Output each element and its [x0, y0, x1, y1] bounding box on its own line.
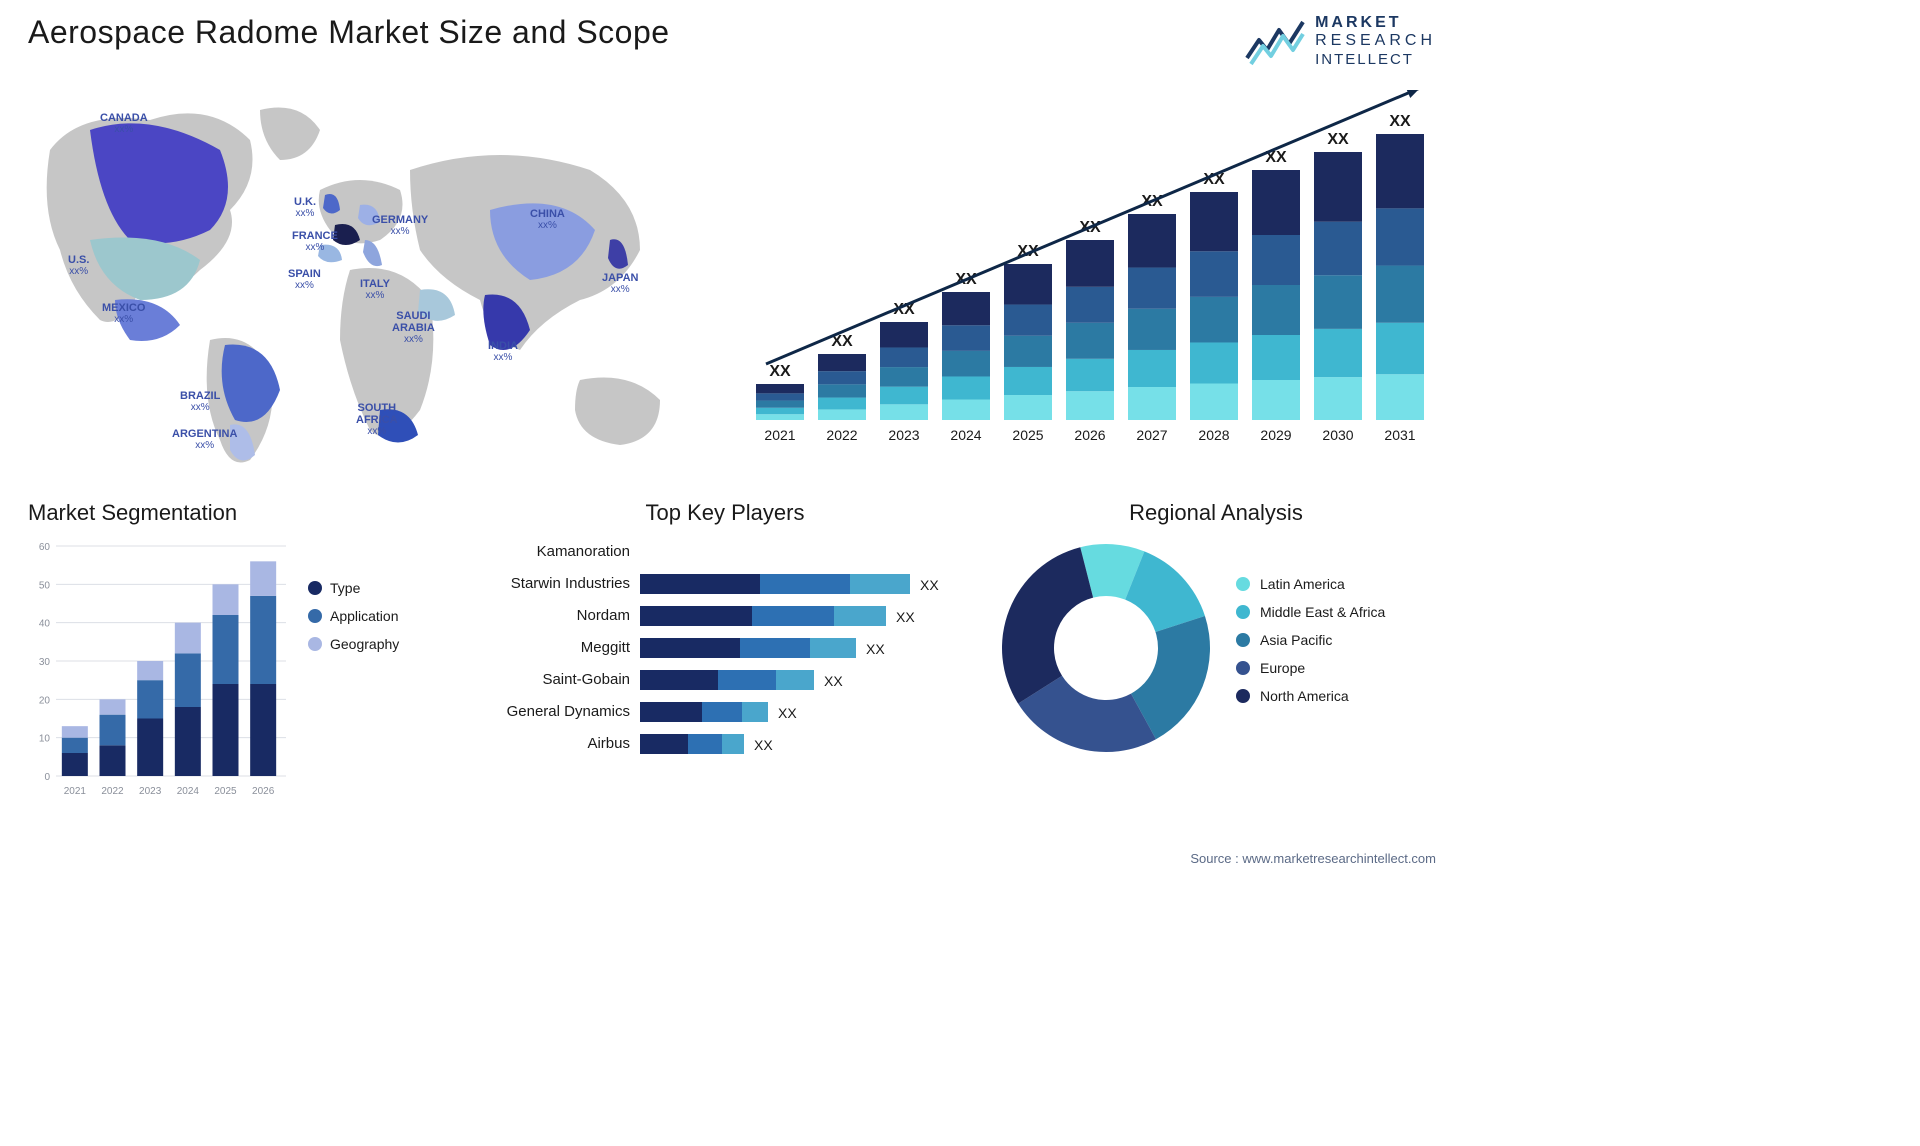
map-label-south-africa: SOUTHAFRICAxx%: [356, 402, 398, 437]
page-title: Aerospace Radome Market Size and Scope: [28, 14, 670, 51]
svg-text:2022: 2022: [826, 427, 857, 443]
map-label-u-k-: U.K.xx%: [294, 196, 316, 219]
regional-legend-item: Asia Pacific: [1236, 632, 1385, 648]
map-label-u-s-: U.S.xx%: [68, 254, 89, 277]
logo-line3: INTELLECT: [1315, 51, 1436, 68]
svg-text:XX: XX: [778, 705, 797, 721]
svg-text:2025: 2025: [1012, 427, 1043, 443]
players-panel: Top Key Players KamanorationStarwin Indu…: [470, 500, 980, 810]
player-name: Kamanoration: [470, 536, 630, 568]
svg-text:XX: XX: [920, 577, 939, 593]
svg-text:60: 60: [39, 542, 51, 553]
regional-legend-item: Middle East & Africa: [1236, 604, 1385, 620]
logo-line1: MARKET: [1315, 14, 1436, 32]
svg-text:XX: XX: [1389, 113, 1411, 130]
world-map: CANADAxx% U.S.xx% MEXICOxx% BRAZILxx% ARGENT…: [20, 90, 700, 470]
svg-text:2022: 2022: [101, 786, 124, 797]
regional-donut: [996, 536, 1216, 756]
map-label-italy: ITALYxx%: [360, 278, 390, 301]
player-name: Starwin Industries: [470, 568, 630, 600]
logo-line2: RESEARCH: [1315, 32, 1436, 50]
players-title: Top Key Players: [470, 500, 980, 526]
map-label-mexico: MEXICOxx%: [102, 302, 145, 325]
map-label-china: CHINAxx%: [530, 208, 565, 231]
source-text: Source : www.marketresearchintellect.com: [1190, 851, 1436, 866]
player-name: Meggitt: [470, 632, 630, 664]
regional-legend-item: Europe: [1236, 660, 1385, 676]
logo-icon: [1245, 16, 1305, 66]
svg-text:2024: 2024: [177, 786, 200, 797]
map-label-saudi-arabia: SAUDIARABIAxx%: [392, 310, 435, 345]
svg-text:XX: XX: [1327, 131, 1349, 148]
growth-chart-svg: XX2021XX2022XX2023XX2024XX2025XX2026XX20…: [736, 90, 1436, 470]
svg-text:0: 0: [44, 772, 50, 783]
map-label-brazil: BRAZILxx%: [180, 390, 220, 413]
segmentation-legend: Type Application Geography: [308, 580, 399, 664]
svg-text:2026: 2026: [1074, 427, 1105, 443]
seg-legend-item: Type: [308, 580, 399, 596]
svg-text:2025: 2025: [214, 786, 237, 797]
svg-text:2031: 2031: [1384, 427, 1415, 443]
players-chart: XX XX XX XX XX XX: [640, 536, 970, 766]
svg-text:30: 30: [39, 657, 51, 668]
map-label-argentina: ARGENTINAxx%: [172, 428, 237, 451]
svg-text:2029: 2029: [1260, 427, 1291, 443]
svg-text:2026: 2026: [252, 786, 275, 797]
segmentation-panel: Market Segmentation 0 10 20 30 40 50 60 2021 202…: [28, 500, 448, 810]
map-label-germany: GERMANYxx%: [372, 214, 428, 237]
seg-legend-item: Application: [308, 608, 399, 624]
map-label-india: INDIAxx%: [488, 340, 518, 363]
player-name: Nordam: [470, 600, 630, 632]
seg-legend-item: Geography: [308, 636, 399, 652]
svg-text:10: 10: [39, 734, 51, 745]
map-label-france: FRANCExx%: [292, 230, 338, 253]
player-name: General Dynamics: [470, 696, 630, 728]
svg-text:XX: XX: [866, 641, 885, 657]
svg-text:40: 40: [39, 619, 51, 630]
svg-text:2023: 2023: [139, 786, 162, 797]
players-labels: KamanorationStarwin IndustriesNordamMegg…: [470, 536, 640, 760]
svg-text:2021: 2021: [64, 786, 87, 797]
svg-text:50: 50: [39, 580, 51, 591]
growth-chart: XX2021XX2022XX2023XX2024XX2025XX2026XX20…: [736, 90, 1436, 470]
player-name: Airbus: [470, 728, 630, 760]
svg-text:2024: 2024: [950, 427, 981, 443]
svg-text:XX: XX: [896, 609, 915, 625]
segmentation-title: Market Segmentation: [28, 500, 448, 526]
regional-panel: Regional Analysis Latin America Middle Ea…: [996, 500, 1436, 810]
svg-text:XX: XX: [769, 363, 791, 380]
svg-text:2028: 2028: [1198, 427, 1229, 443]
regional-legend-item: North America: [1236, 688, 1385, 704]
svg-text:20: 20: [39, 695, 51, 706]
svg-text:2027: 2027: [1136, 427, 1167, 443]
regional-legend-item: Latin America: [1236, 576, 1385, 592]
brand-logo: MARKET RESEARCH INTELLECT: [1245, 14, 1436, 68]
segmentation-chart: 0 10 20 30 40 50 60 2021 2022 2023 2024 2025 2026: [28, 540, 288, 800]
svg-text:2023: 2023: [888, 427, 919, 443]
map-label-japan: JAPANxx%: [602, 272, 638, 295]
svg-text:2021: 2021: [764, 427, 795, 443]
map-label-canada: CANADAxx%: [100, 112, 148, 135]
map-label-spain: SPAINxx%: [288, 268, 321, 291]
svg-text:XX: XX: [754, 737, 773, 753]
svg-text:XX: XX: [824, 673, 843, 689]
player-name: Saint-Gobain: [470, 664, 630, 696]
regional-legend: Latin America Middle East & Africa Asia Pa…: [1236, 576, 1385, 716]
regional-title: Regional Analysis: [996, 500, 1436, 526]
svg-text:2030: 2030: [1322, 427, 1353, 443]
